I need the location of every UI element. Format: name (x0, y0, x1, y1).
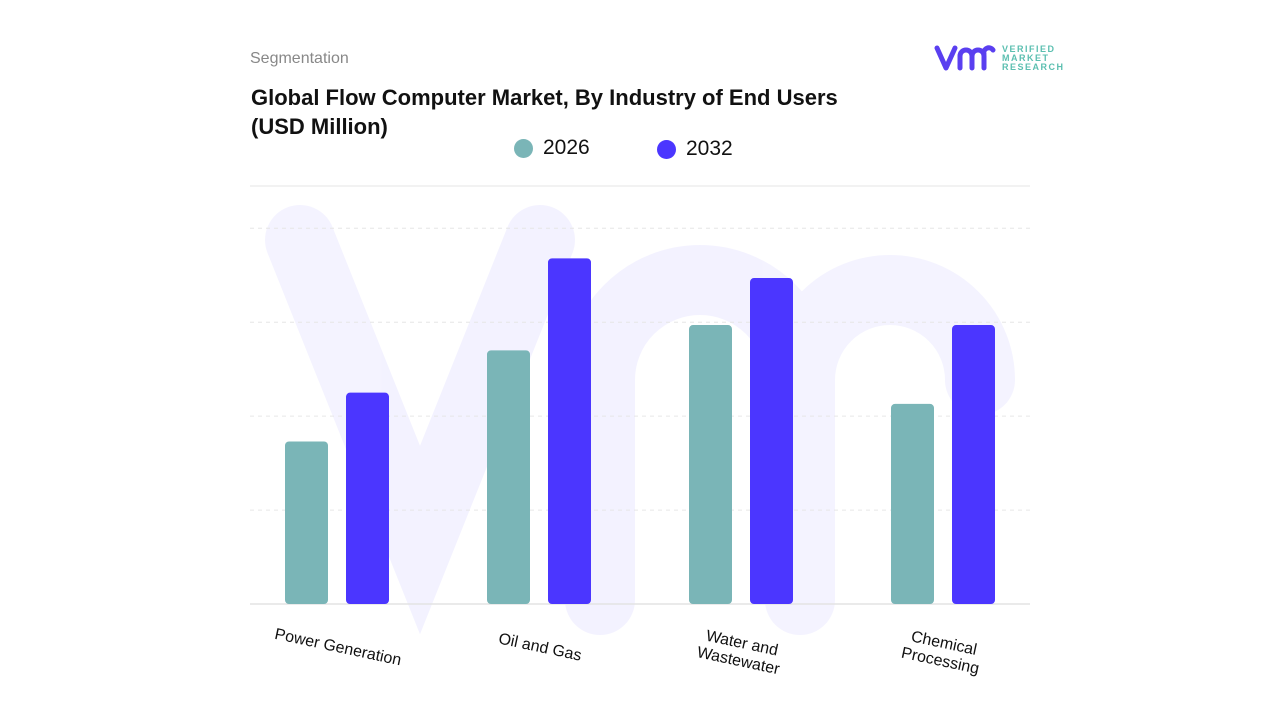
legend-swatch-2026 (514, 138, 533, 158)
bar-2026-2 (689, 325, 732, 604)
chart-title-line2: (USD Million) (251, 114, 388, 139)
x-tick-label: Oil and Gas (497, 631, 583, 665)
logo-line2: MARKET (1002, 52, 1050, 63)
x-tick-label-line: Power Generation (273, 626, 403, 669)
section-label: Segmentation (250, 50, 349, 67)
vmr-logo: VERIFIED MARKET RESEARCH (934, 44, 1065, 72)
bar-2032-3 (952, 325, 995, 604)
x-tick-label: ChemicalProcessing (900, 627, 985, 678)
vmr-logo-text: VERIFIED MARKET RESEARCH (1002, 43, 1065, 72)
chart-title: Global Flow Computer Market, By Industry… (251, 83, 931, 141)
legend-swatch-2032 (657, 139, 676, 159)
logo-line3: RESEARCH (1002, 61, 1065, 72)
watermark (265, 205, 1015, 635)
legend-item-2026: 2026 (514, 136, 590, 160)
bar-2032-2 (750, 278, 793, 604)
bar-2032-1 (548, 258, 591, 604)
x-tick-label: Water andWastewater (695, 627, 785, 679)
bar-2026-1 (487, 350, 530, 604)
x-tick-label-line: Oil and Gas (497, 631, 583, 665)
chart-title-line1: Global Flow Computer Market, By Industry… (251, 85, 838, 110)
legend-label-2032: 2032 (686, 137, 733, 160)
legend-item-2032: 2032 (657, 137, 733, 161)
bar-2026-0 (285, 441, 328, 604)
bar-2026-3 (891, 403, 934, 604)
logo-line1: VERIFIED (1002, 43, 1056, 54)
vmr-logo-mark (934, 45, 996, 71)
bar-2032-0 (346, 392, 389, 604)
x-tick-label: Power Generation (273, 626, 403, 669)
legend-label-2026: 2026 (543, 136, 590, 159)
